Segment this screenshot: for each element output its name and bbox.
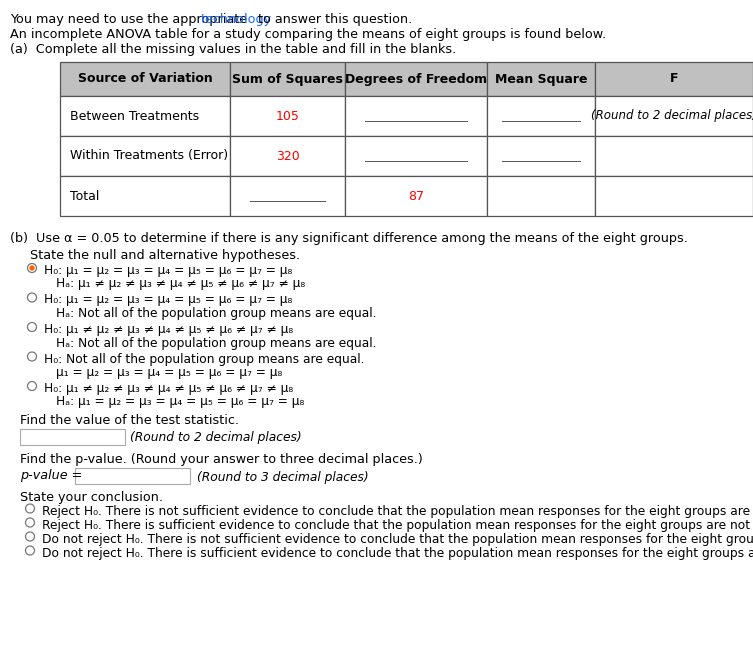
Text: Find the value of the test statistic.: Find the value of the test statistic. [20,413,239,426]
Text: Reject H₀. There is not sufficient evidence to conclude that the population mean: Reject H₀. There is not sufficient evide… [42,504,753,518]
Circle shape [26,504,35,513]
Text: H₀: μ₁ ≠ μ₂ ≠ μ₃ ≠ μ₄ ≠ μ₅ ≠ μ₆ ≠ μ₇ ≠ μ₈: H₀: μ₁ ≠ μ₂ ≠ μ₃ ≠ μ₄ ≠ μ₅ ≠ μ₆ ≠ μ₇ ≠ μ… [44,382,293,395]
Bar [487,136,595,176]
Bar [345,176,487,216]
Circle shape [26,546,35,555]
Bar [230,176,345,216]
Bar [345,136,487,176]
Circle shape [28,323,36,331]
Text: H₀: μ₁ ≠ μ₂ ≠ μ₃ ≠ μ₄ ≠ μ₅ ≠ μ₆ ≠ μ₇ ≠ μ₈: H₀: μ₁ ≠ μ₂ ≠ μ₃ ≠ μ₄ ≠ μ₅ ≠ μ₆ ≠ μ₇ ≠ μ… [44,323,293,336]
Text: H₀: Not all of the population group means are equal.: H₀: Not all of the population group mean… [44,353,364,365]
Circle shape [29,265,35,271]
Circle shape [28,352,36,361]
Bar [487,96,595,136]
Bar [230,62,345,96]
Text: Total: Total [70,190,99,202]
Text: 105: 105 [276,110,300,122]
Text: An incomplete ANOVA table for a study comparing the means of eight groups is fou: An incomplete ANOVA table for a study co… [10,28,606,41]
Text: You may need to use the appropriate: You may need to use the appropriate [10,13,251,26]
Text: technology: technology [201,13,272,26]
Text: Hₐ: μ₁ = μ₂ = μ₃ = μ₄ = μ₅ = μ₆ = μ₇ = μ₈: Hₐ: μ₁ = μ₂ = μ₃ = μ₄ = μ₅ = μ₆ = μ₇ = μ… [56,395,304,409]
Text: H₀: μ₁ = μ₂ = μ₃ = μ₄ = μ₅ = μ₆ = μ₇ = μ₈: H₀: μ₁ = μ₂ = μ₃ = μ₄ = μ₅ = μ₆ = μ₇ = μ… [44,293,292,307]
Bar [345,96,487,136]
Text: (b)  Use α = 0.05 to determine if there is any significant difference among the : (b) Use α = 0.05 to determine if there i… [10,232,688,245]
Text: (Round to 3 decimal places): (Round to 3 decimal places) [197,470,369,484]
Bar [487,62,595,96]
Text: Hₐ: μ₁ ≠ μ₂ ≠ μ₃ ≠ μ₄ ≠ μ₅ ≠ μ₆ ≠ μ₇ ≠ μ₈: Hₐ: μ₁ ≠ μ₂ ≠ μ₃ ≠ μ₄ ≠ μ₅ ≠ μ₆ ≠ μ₇ ≠ μ… [56,277,305,291]
Text: (Round to 2 decimal places): (Round to 2 decimal places) [591,110,753,122]
Circle shape [26,532,35,541]
Text: H₀: μ₁ = μ₂ = μ₃ = μ₄ = μ₅ = μ₆ = μ₇ = μ₈: H₀: μ₁ = μ₂ = μ₃ = μ₄ = μ₅ = μ₆ = μ₇ = μ… [44,264,292,277]
Bar [60,176,230,216]
Circle shape [28,293,36,302]
Bar [345,62,487,96]
Text: State the null and alternative hypotheses.: State the null and alternative hypothese… [30,249,300,262]
Text: (a)  Complete all the missing values in the table and fill in the blanks.: (a) Complete all the missing values in t… [10,43,456,56]
Text: F: F [669,73,678,86]
Text: to answer this question.: to answer this question. [254,13,412,26]
Bar [60,136,230,176]
Circle shape [26,518,35,527]
Text: Between Treatments: Between Treatments [70,110,199,122]
Text: 320: 320 [276,150,300,162]
Text: Mean Square: Mean Square [495,73,587,86]
Text: Within Treatments (Error): Within Treatments (Error) [70,150,228,162]
Text: 87: 87 [408,190,424,202]
Text: Do not reject H₀. There is sufficient evidence to conclude that the population m: Do not reject H₀. There is sufficient ev… [42,546,753,560]
Bar [75,468,190,484]
Bar [60,96,230,136]
Text: Hₐ: Not all of the population group means are equal.: Hₐ: Not all of the population group mean… [56,307,376,320]
Bar [60,62,230,96]
Circle shape [28,381,36,391]
Text: Do not reject H₀. There is not sufficient evidence to conclude that the populati: Do not reject H₀. There is not sufficien… [42,532,753,546]
Text: State your conclusion.: State your conclusion. [20,492,163,504]
Bar [595,96,753,136]
Bar [595,62,753,96]
Text: Hₐ: Not all of the population group means are equal.: Hₐ: Not all of the population group mean… [56,337,376,349]
Text: Degrees of Freedom: Degrees of Freedom [345,73,487,86]
Text: Sum of Squares: Sum of Squares [232,73,343,86]
Text: Source of Variation: Source of Variation [78,73,212,86]
Bar [595,176,753,216]
Circle shape [28,263,36,273]
Text: (Round to 2 decimal places): (Round to 2 decimal places) [130,432,302,444]
Text: Reject H₀. There is sufficient evidence to conclude that the population mean res: Reject H₀. There is sufficient evidence … [42,518,753,532]
Bar [230,96,345,136]
Bar [20,428,125,444]
Text: p-value =: p-value = [20,470,87,482]
Bar [230,136,345,176]
Text: μ₁ = μ₂ = μ₃ = μ₄ = μ₅ = μ₆ = μ₇ = μ₈: μ₁ = μ₂ = μ₃ = μ₄ = μ₅ = μ₆ = μ₇ = μ₈ [56,366,282,379]
Text: Find the p-value. (Round your answer to three decimal places.): Find the p-value. (Round your answer to … [20,454,422,466]
Bar [487,176,595,216]
Bar [595,136,753,176]
